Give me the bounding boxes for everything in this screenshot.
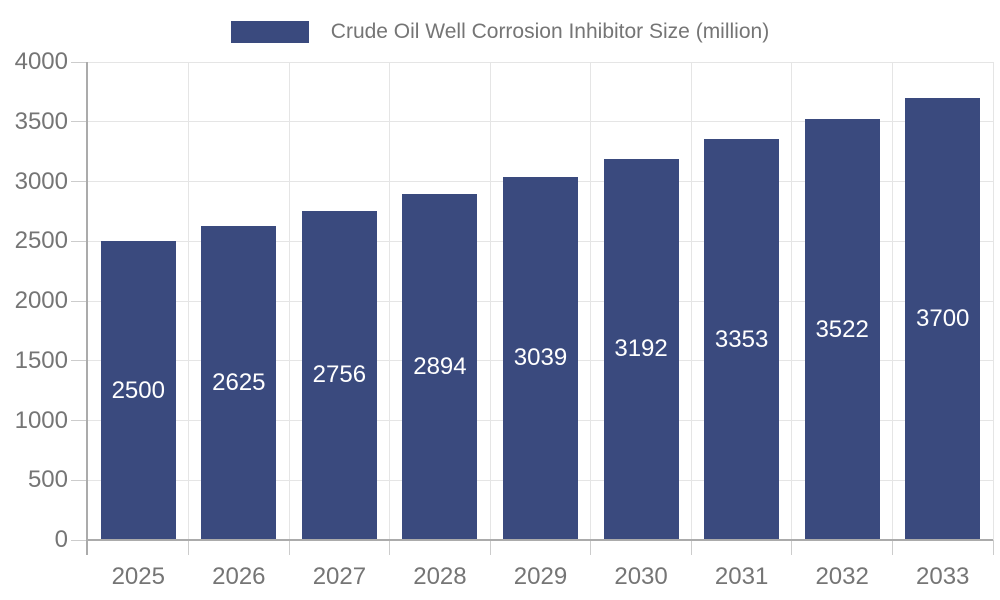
bar-2029[interactable]: 3039 (503, 176, 578, 540)
x-axis-label: 2030 (614, 563, 668, 590)
bar-2033[interactable]: 3700 (905, 97, 981, 540)
y-axis-label: 3000 (14, 167, 68, 195)
x-axis-label: 2033 (916, 563, 970, 590)
gridline-vertical (690, 62, 692, 540)
bar-2027[interactable]: 2756 (301, 210, 377, 540)
x-axis-line (86, 539, 993, 541)
gridline-vertical (288, 62, 290, 540)
y-tick (71, 181, 88, 182)
x-axis-label: 2025 (111, 563, 165, 590)
gridline-vertical (992, 62, 994, 540)
legend[interactable]: Crude Oil Well Corrosion Inhibitor Size … (0, 20, 1000, 44)
bar-value-label: 2756 (312, 361, 367, 389)
gridline-vertical (389, 62, 391, 540)
y-tick (71, 61, 88, 63)
x-axis-label: 2031 (714, 563, 769, 590)
x-tick (288, 540, 290, 555)
y-axis-label: 500 (27, 466, 68, 494)
y-axis-label: 0 (54, 526, 68, 553)
y-axis-label: 1000 (14, 406, 68, 434)
gridline-vertical (590, 62, 592, 540)
bar-2026[interactable]: 2625 (201, 226, 277, 540)
bar-value-label: 2500 (111, 376, 165, 404)
plot-area: 0 500 1000 1500 2000 2500 3000 3500 4000 2025 2500… (15, 48, 994, 590)
y-tick (71, 479, 88, 481)
y-tick (71, 539, 88, 541)
gridline-vertical (891, 62, 893, 540)
y-axis-label: 4000 (14, 48, 68, 75)
gridline-vertical (188, 62, 190, 540)
y-tick (71, 300, 88, 302)
x-tick (590, 540, 592, 555)
x-tick (992, 540, 994, 555)
y-tick (71, 420, 88, 421)
bar-value-label: 3700 (916, 304, 970, 332)
bar-2031[interactable]: 3353 (704, 139, 780, 540)
gridline-horizontal (88, 121, 993, 123)
y-tick (71, 240, 88, 242)
x-tick (791, 540, 793, 555)
x-tick (489, 540, 491, 555)
x-tick (690, 540, 692, 555)
bar-value-label: 3522 (815, 315, 869, 343)
gridline-horizontal (88, 61, 993, 63)
bar-value-label: 3039 (513, 344, 568, 372)
x-axis-label: 2028 (413, 563, 467, 590)
y-axis-label: 3500 (14, 107, 68, 135)
y-tick (71, 121, 88, 123)
legend-label: Crude Oil Well Corrosion Inhibitor Size … (330, 20, 770, 43)
bar-value-label: 2894 (413, 353, 467, 381)
bar-2030[interactable]: 3192 (603, 158, 679, 540)
gridline-vertical (489, 62, 491, 540)
bar-value-label: 3353 (714, 325, 769, 353)
y-axis-label: 2500 (14, 227, 68, 255)
x-axis-label: 2027 (312, 563, 367, 590)
x-tick (891, 540, 893, 555)
bar-value-label: 3192 (614, 335, 668, 363)
bar-value-label: 2625 (212, 369, 266, 397)
bar-2028[interactable]: 2894 (402, 194, 478, 540)
y-axis-label: 2000 (14, 287, 68, 314)
bar-2025[interactable]: 2500 (100, 241, 176, 540)
x-axis-label: 2026 (212, 563, 266, 590)
x-tick (188, 540, 190, 555)
y-tick (71, 360, 88, 362)
legend-swatch (230, 21, 309, 43)
y-axis-label: 1500 (14, 346, 68, 374)
bar-2032[interactable]: 3522 (804, 119, 880, 540)
gridline-vertical (791, 62, 793, 540)
x-axis-label: 2029 (513, 563, 568, 590)
y-axis-line (86, 62, 88, 555)
x-tick (389, 540, 391, 555)
x-axis-label: 2032 (815, 563, 869, 590)
